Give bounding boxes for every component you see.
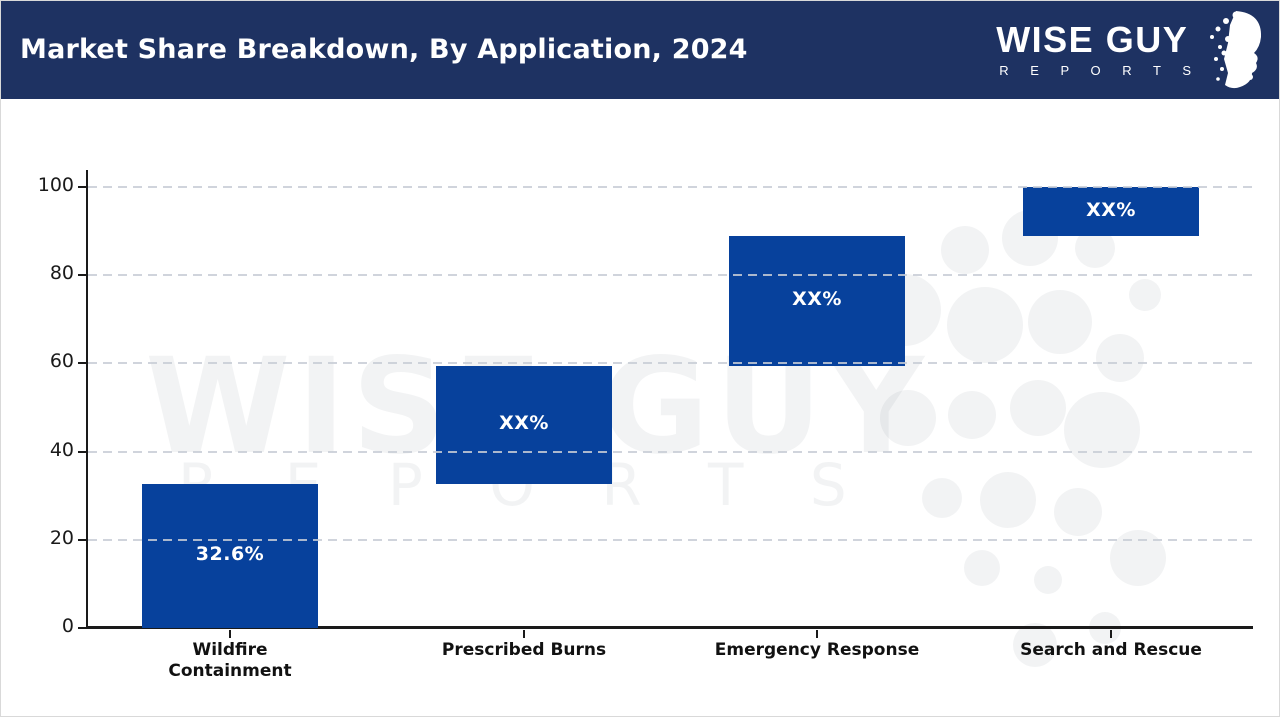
bar-value-label: XX%: [499, 412, 549, 435]
chart-title: Market Share Breakdown, By Application, …: [20, 34, 748, 65]
x-tick-mark: [816, 630, 818, 638]
y-tick-mark: [78, 450, 88, 453]
y-tick-mark: [78, 274, 88, 277]
y-tick-label: 100: [37, 174, 74, 196]
bar-search-and-rescue: [1023, 187, 1199, 237]
y-tick-mark: [78, 627, 88, 629]
x-axis-line: [86, 626, 1253, 629]
x-category-label: Prescribed Burns: [441, 640, 607, 660]
y-tick-mark: [78, 362, 88, 365]
gridline-20: [88, 538, 1253, 541]
bar-value-label: XX%: [792, 288, 842, 311]
x-category-label: Emergency Response: [714, 640, 920, 660]
y-tick-label: 80: [49, 262, 74, 285]
watermark-head-dots: [869, 210, 1166, 667]
x-category-label: Search and Rescue: [1020, 640, 1202, 660]
gridline-80: [88, 274, 1253, 277]
header: Market Share Breakdown, By Application, …: [0, 0, 1280, 99]
x-tick-mark: [1110, 630, 1112, 638]
bar-value-label: XX%: [1086, 198, 1136, 221]
logo-wordmark: WISE GUY: [996, 19, 1189, 60]
logo-subtitle: R E P O R T S: [999, 63, 1200, 78]
y-tick-mark: [78, 538, 88, 541]
gridline-40: [88, 450, 1253, 453]
y-tick-mark: [78, 186, 88, 188]
wiseguy-logo: WISE GUY R E P O R T S: [996, 5, 1266, 95]
bar-emergency-response: [729, 236, 905, 367]
x-category-label: Wildfire Containment: [168, 640, 292, 681]
gridline-60: [88, 362, 1253, 365]
bar-wildfire-containment: [142, 484, 318, 628]
y-tick-label: 0: [61, 615, 74, 637]
y-tick-label: 60: [49, 350, 74, 373]
bar-prescribed-burns: [436, 366, 612, 485]
bar-value-label: 32.6%: [195, 543, 265, 566]
y-tick-label: 40: [49, 438, 74, 461]
y-axis-line: [86, 170, 88, 628]
logo-head-icon: [1210, 11, 1262, 89]
x-tick-mark: [523, 630, 525, 638]
y-tick-label: 20: [49, 526, 74, 549]
x-tick-mark: [229, 630, 231, 638]
gridline-100: [88, 186, 1253, 188]
